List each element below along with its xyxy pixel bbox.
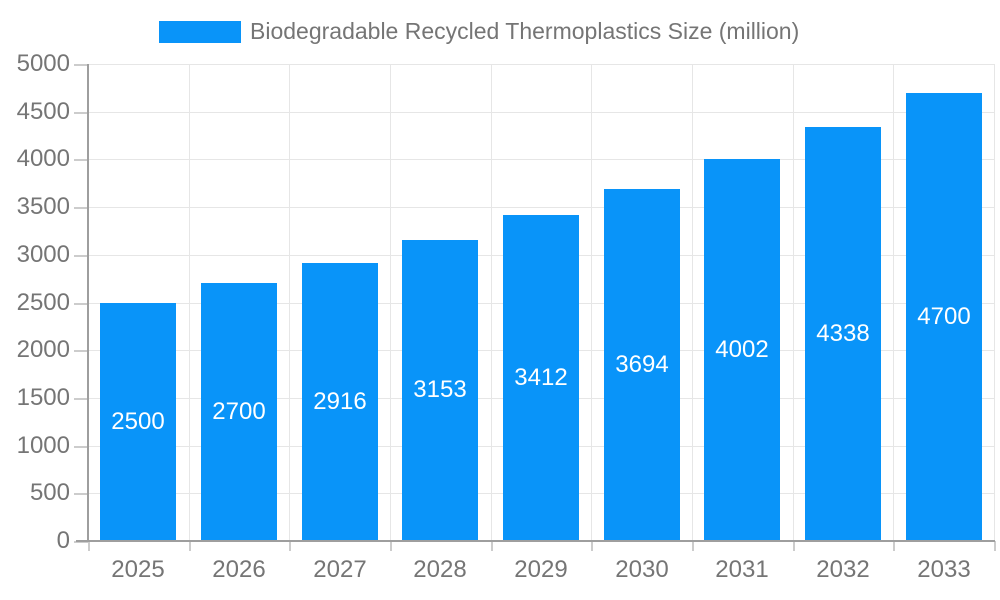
y-axis-label: 1000 <box>16 432 70 459</box>
x-axis-label: 2028 <box>413 556 467 583</box>
bar[interactable]: 2500 <box>100 303 176 540</box>
bar[interactable]: 4002 <box>704 159 780 540</box>
x-axis-tick <box>88 541 90 551</box>
gridline-vertical <box>793 64 794 541</box>
y-axis-tick <box>74 446 88 448</box>
gridline-vertical <box>692 64 693 541</box>
bar[interactable]: 2916 <box>302 263 378 540</box>
y-axis-label: 5000 <box>16 50 70 77</box>
x-axis-tick <box>289 541 291 551</box>
x-axis-label: 2027 <box>313 556 367 583</box>
gridline-vertical <box>994 64 995 541</box>
x-axis-tick <box>591 541 593 551</box>
bar-value-label: 3153 <box>413 376 467 403</box>
bar-value-label: 2700 <box>212 397 266 425</box>
bar[interactable]: 2700 <box>201 283 277 540</box>
y-axis-label: 0 <box>56 527 70 554</box>
bar-value-label: 3412 <box>514 363 568 391</box>
bar[interactable]: 3153 <box>402 240 478 540</box>
gridline-horizontal <box>88 112 994 113</box>
gridline-vertical <box>591 64 592 541</box>
y-axis-tick <box>74 207 88 209</box>
bar[interactable]: 3412 <box>503 215 579 540</box>
x-axis-tick <box>893 541 895 551</box>
x-axis-tick <box>189 541 191 551</box>
y-axis-label: 4500 <box>16 98 70 125</box>
y-axis-label: 2000 <box>16 336 70 363</box>
legend-label: Biodegradable Recycled Thermoplastics Si… <box>250 18 800 44</box>
x-axis-label: 2032 <box>816 556 870 583</box>
y-axis-label: 4000 <box>16 145 70 172</box>
x-axis-label: 2025 <box>111 556 165 583</box>
x-axis-line <box>76 540 995 542</box>
bar-value-label: 2500 <box>111 407 165 435</box>
y-axis-label: 1500 <box>16 384 70 411</box>
bar[interactable]: 3694 <box>604 189 680 540</box>
bar[interactable]: 4338 <box>805 127 881 540</box>
y-axis-tick <box>74 493 88 495</box>
x-axis-label: 2033 <box>917 556 971 583</box>
x-axis-tick <box>994 541 996 551</box>
x-axis-tick <box>793 541 795 551</box>
gridline-vertical <box>491 64 492 541</box>
bar-value-label: 4338 <box>816 319 870 347</box>
y-axis-tick <box>74 541 88 543</box>
y-axis-tick <box>74 64 88 66</box>
gridline-vertical <box>189 64 190 541</box>
x-axis-tick <box>390 541 392 551</box>
legend-swatch <box>159 21 241 43</box>
bar-value-label: 2916 <box>313 387 367 415</box>
gridline-vertical <box>390 64 391 541</box>
y-axis-label: 3000 <box>16 241 70 268</box>
gridline-vertical <box>893 64 894 541</box>
x-axis-label: 2026 <box>212 556 266 583</box>
x-axis-label: 2029 <box>514 556 568 583</box>
y-axis-line <box>87 64 89 542</box>
x-axis-tick <box>491 541 493 551</box>
y-axis-label: 3500 <box>16 193 70 220</box>
bar-value-label: 4700 <box>917 302 971 330</box>
y-axis-tick <box>74 303 88 305</box>
bar-value-label: 3694 <box>615 350 669 378</box>
y-axis-tick <box>74 350 88 352</box>
x-axis-tick <box>692 541 694 551</box>
y-axis-tick <box>74 255 88 257</box>
y-axis-tick <box>74 398 88 400</box>
y-axis-label: 500 <box>29 479 70 506</box>
y-axis-label: 2500 <box>16 289 70 316</box>
y-axis-tick <box>74 159 88 161</box>
gridline-horizontal <box>88 64 994 65</box>
bar[interactable]: 4700 <box>906 93 982 540</box>
bar-value-label: 4002 <box>715 335 769 363</box>
x-axis-label: 2031 <box>715 556 769 583</box>
x-axis-label: 2030 <box>615 556 669 583</box>
y-axis-tick <box>74 112 88 114</box>
gridline-horizontal <box>88 207 994 208</box>
gridline-vertical <box>289 64 290 541</box>
gridline-horizontal <box>88 159 994 160</box>
